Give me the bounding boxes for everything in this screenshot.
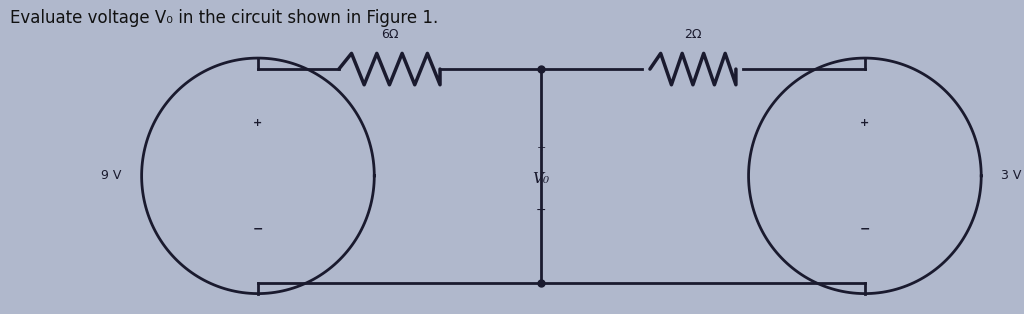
Text: −: − <box>253 222 263 235</box>
Text: −: − <box>859 222 870 235</box>
Text: 2Ω: 2Ω <box>684 28 701 41</box>
Text: +: + <box>537 143 546 153</box>
Text: Evaluate voltage V₀ in the circuit shown in Figure 1.: Evaluate voltage V₀ in the circuit shown… <box>10 9 438 27</box>
Text: +: + <box>253 118 262 128</box>
Text: −: − <box>536 204 547 217</box>
Text: 6Ω: 6Ω <box>381 28 398 41</box>
Text: 9 V: 9 V <box>101 169 122 182</box>
Text: +: + <box>860 118 869 128</box>
Text: 3 V: 3 V <box>1001 169 1022 182</box>
Text: V₀: V₀ <box>532 172 550 186</box>
